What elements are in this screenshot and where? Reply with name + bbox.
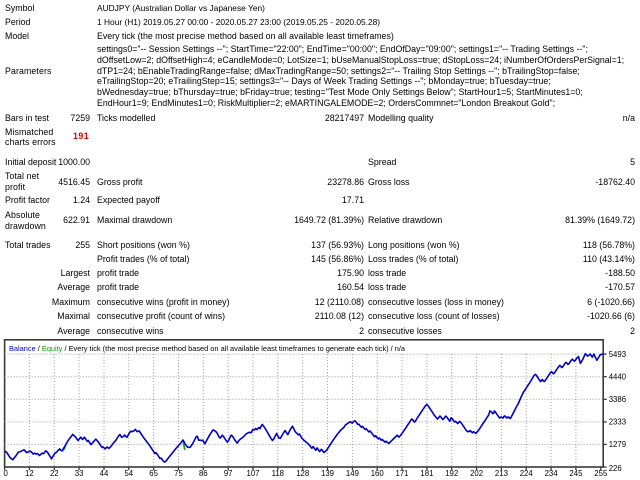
- svg-text:12: 12: [25, 469, 34, 478]
- svg-text:1279: 1279: [609, 440, 626, 449]
- svg-text:234: 234: [545, 469, 559, 478]
- svg-text:128: 128: [296, 469, 309, 478]
- svg-text:139: 139: [321, 469, 334, 478]
- svg-text:54: 54: [124, 469, 133, 478]
- svg-text:3386: 3386: [609, 395, 626, 404]
- svg-text:22: 22: [50, 469, 59, 478]
- svg-text:192: 192: [445, 469, 458, 478]
- svg-text:86: 86: [199, 469, 208, 478]
- svg-text:226: 226: [609, 464, 622, 473]
- svg-text:181: 181: [420, 469, 433, 478]
- svg-text:Balance / Equity / Every tick: Balance / Equity / Every tick (the most …: [9, 344, 406, 353]
- svg-text:4440: 4440: [609, 372, 627, 381]
- svg-text:171: 171: [395, 469, 408, 478]
- svg-text:75: 75: [174, 469, 183, 478]
- svg-text:65: 65: [149, 469, 158, 478]
- svg-text:107: 107: [246, 469, 259, 478]
- svg-text:33: 33: [75, 469, 84, 478]
- svg-text:118: 118: [272, 469, 284, 478]
- svg-text:2333: 2333: [609, 418, 626, 427]
- svg-text:202: 202: [470, 469, 483, 478]
- svg-text:213: 213: [495, 469, 508, 478]
- svg-text:245: 245: [569, 469, 583, 478]
- svg-text:224: 224: [520, 469, 534, 478]
- svg-text:5493: 5493: [609, 350, 626, 359]
- svg-text:0: 0: [4, 469, 9, 478]
- svg-text:160: 160: [371, 469, 385, 478]
- svg-text:44: 44: [100, 469, 109, 478]
- svg-text:97: 97: [224, 469, 233, 478]
- svg-text:149: 149: [346, 469, 359, 478]
- svg-text:255: 255: [594, 469, 608, 478]
